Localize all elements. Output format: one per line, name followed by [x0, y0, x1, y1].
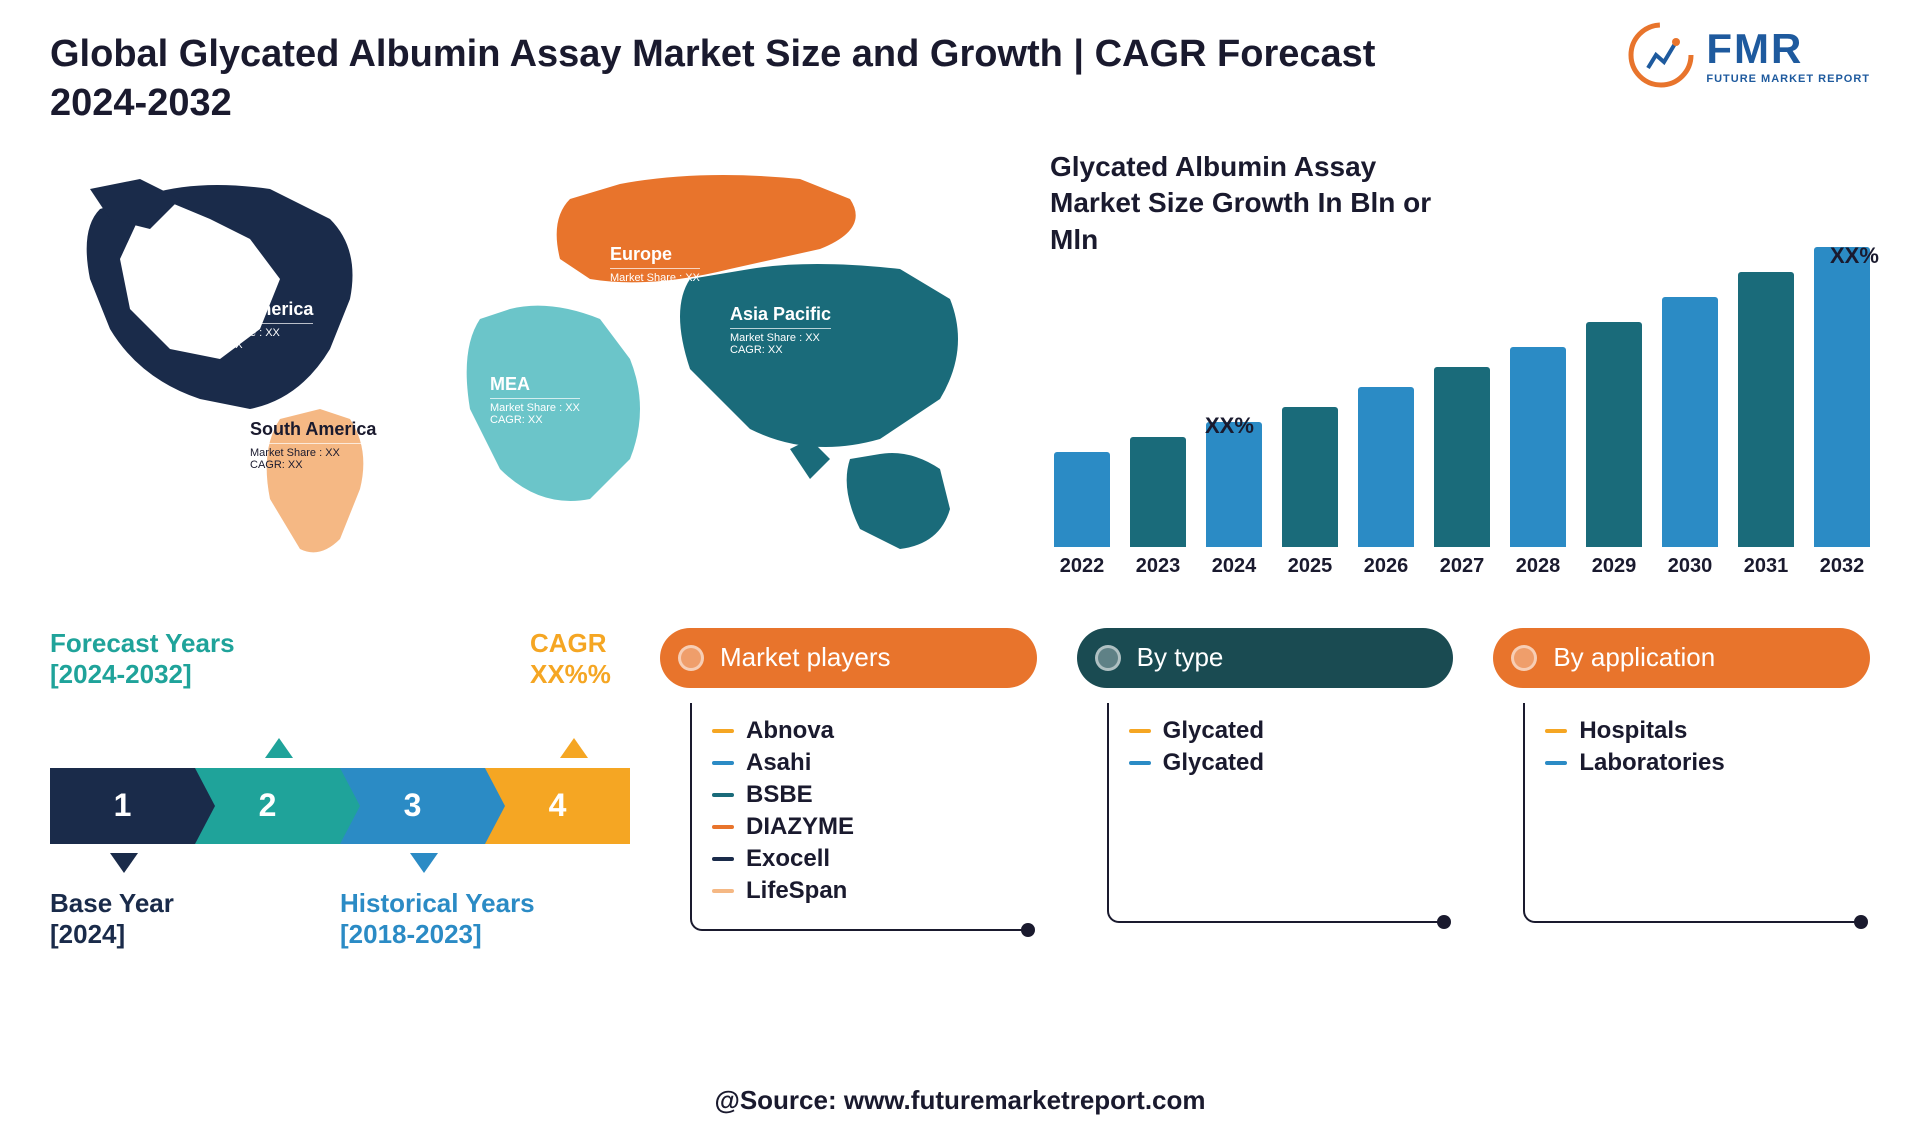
- tick-icon: [1545, 729, 1567, 733]
- region-label-mea: MEAMarket Share : XXCAGR: XX: [490, 374, 580, 426]
- bar-2026: 2026: [1354, 387, 1418, 578]
- tick-icon: [712, 889, 734, 893]
- chart-title: Glycated Albumin Assay Market Size Growt…: [1050, 149, 1470, 258]
- tick-icon: [712, 793, 734, 797]
- pill-body: Glycated Glycated: [1107, 703, 1444, 923]
- arrow-icon: [265, 738, 293, 758]
- pill-header: By application: [1493, 628, 1870, 688]
- logo-icon: [1626, 20, 1696, 90]
- bar-2024: 2024: [1202, 422, 1266, 578]
- timeline-segment-4: 4: [485, 768, 630, 844]
- list-item: LifeSpan: [712, 877, 1017, 905]
- bar-2030: 2030: [1658, 297, 1722, 578]
- pill-body: Hospitals Laboratories: [1523, 703, 1860, 923]
- cagr-label: CAGR XX%%: [530, 628, 611, 690]
- pill-dot-icon: [1511, 645, 1537, 671]
- logo-text: FMR: [1706, 25, 1870, 73]
- pill-header: By type: [1077, 628, 1454, 688]
- timeline-segment-1: 1: [50, 768, 195, 844]
- timeline: Forecast Years [2024-2032] CAGR XX%% 123…: [50, 628, 630, 988]
- pill-dot-icon: [1095, 645, 1121, 671]
- list-item: Laboratories: [1545, 749, 1850, 777]
- region-label-na: North AmericaMarket Share : XXCAGR: XX: [190, 299, 313, 351]
- arrow-icon: [410, 853, 438, 873]
- list-item: Hospitals: [1545, 717, 1850, 745]
- tick-icon: [712, 761, 734, 765]
- bar-2027: 2027: [1430, 367, 1494, 578]
- tick-icon: [1129, 729, 1151, 733]
- logo: FMR FUTURE MARKET REPORT: [1626, 20, 1870, 90]
- forecast-label: Forecast Years [2024-2032]: [50, 628, 235, 690]
- bar-2031: 2031: [1734, 272, 1798, 578]
- bar-chart: Glycated Albumin Assay Market Size Growt…: [1050, 149, 1874, 578]
- bar-2029: 2029: [1582, 322, 1646, 578]
- tick-icon: [712, 729, 734, 733]
- region-label-sa: South AmericaMarket Share : XXCAGR: XX: [250, 419, 376, 471]
- list-item: Asahi: [712, 749, 1017, 777]
- map-svg: [50, 149, 1010, 569]
- tick-icon: [712, 857, 734, 861]
- bar-2032: 2032: [1810, 247, 1874, 578]
- pill-dot-icon: [678, 645, 704, 671]
- pill-body: Abnova Asahi BSBE DIAZYME Exocell LifeSpan: [690, 703, 1027, 931]
- tick-icon: [1545, 761, 1567, 765]
- timeline-segment-3: 3: [340, 768, 485, 844]
- tick-icon: [712, 825, 734, 829]
- region-label-eu: EuropeMarket Share : XXCAGR: XX: [610, 244, 700, 296]
- bar-2025: 2025: [1278, 407, 1342, 578]
- list-item: BSBE: [712, 781, 1017, 809]
- pill-column-2: By application Hospitals Laboratories: [1493, 628, 1870, 931]
- list-item: Glycated: [1129, 717, 1434, 745]
- chart-annotation: XX%: [1830, 243, 1879, 269]
- world-map: North AmericaMarket Share : XXCAGR: XX So…: [50, 149, 1010, 569]
- pill-header: Market players: [660, 628, 1037, 688]
- chart-annotation: XX%: [1205, 413, 1254, 439]
- region-label-ap: Asia PacificMarket Share : XXCAGR: XX: [730, 304, 831, 356]
- historical-label: Historical Years [2018-2023]: [340, 888, 535, 950]
- pill-column-1: By type Glycated Glycated: [1077, 628, 1454, 931]
- base-year-label: Base Year [2024]: [50, 888, 174, 950]
- timeline-segment-2: 2: [195, 768, 340, 844]
- list-item: Abnova: [712, 717, 1017, 745]
- bar-2028: 2028: [1506, 347, 1570, 578]
- arrow-icon: [560, 738, 588, 758]
- source-text: @Source: www.futuremarketreport.com: [714, 1085, 1205, 1116]
- bar-2023: 2023: [1126, 437, 1190, 578]
- page-title: Global Glycated Albumin Assay Market Siz…: [50, 30, 1450, 129]
- logo-subtitle: FUTURE MARKET REPORT: [1706, 73, 1870, 85]
- bar-2022: 2022: [1050, 452, 1114, 578]
- list-item: Glycated: [1129, 749, 1434, 777]
- list-item: DIAZYME: [712, 813, 1017, 841]
- arrow-icon: [110, 853, 138, 873]
- tick-icon: [1129, 761, 1151, 765]
- list-item: Exocell: [712, 845, 1017, 873]
- pill-column-0: Market players Abnova Asahi BSBE DIAZYME Exoc…: [660, 628, 1037, 931]
